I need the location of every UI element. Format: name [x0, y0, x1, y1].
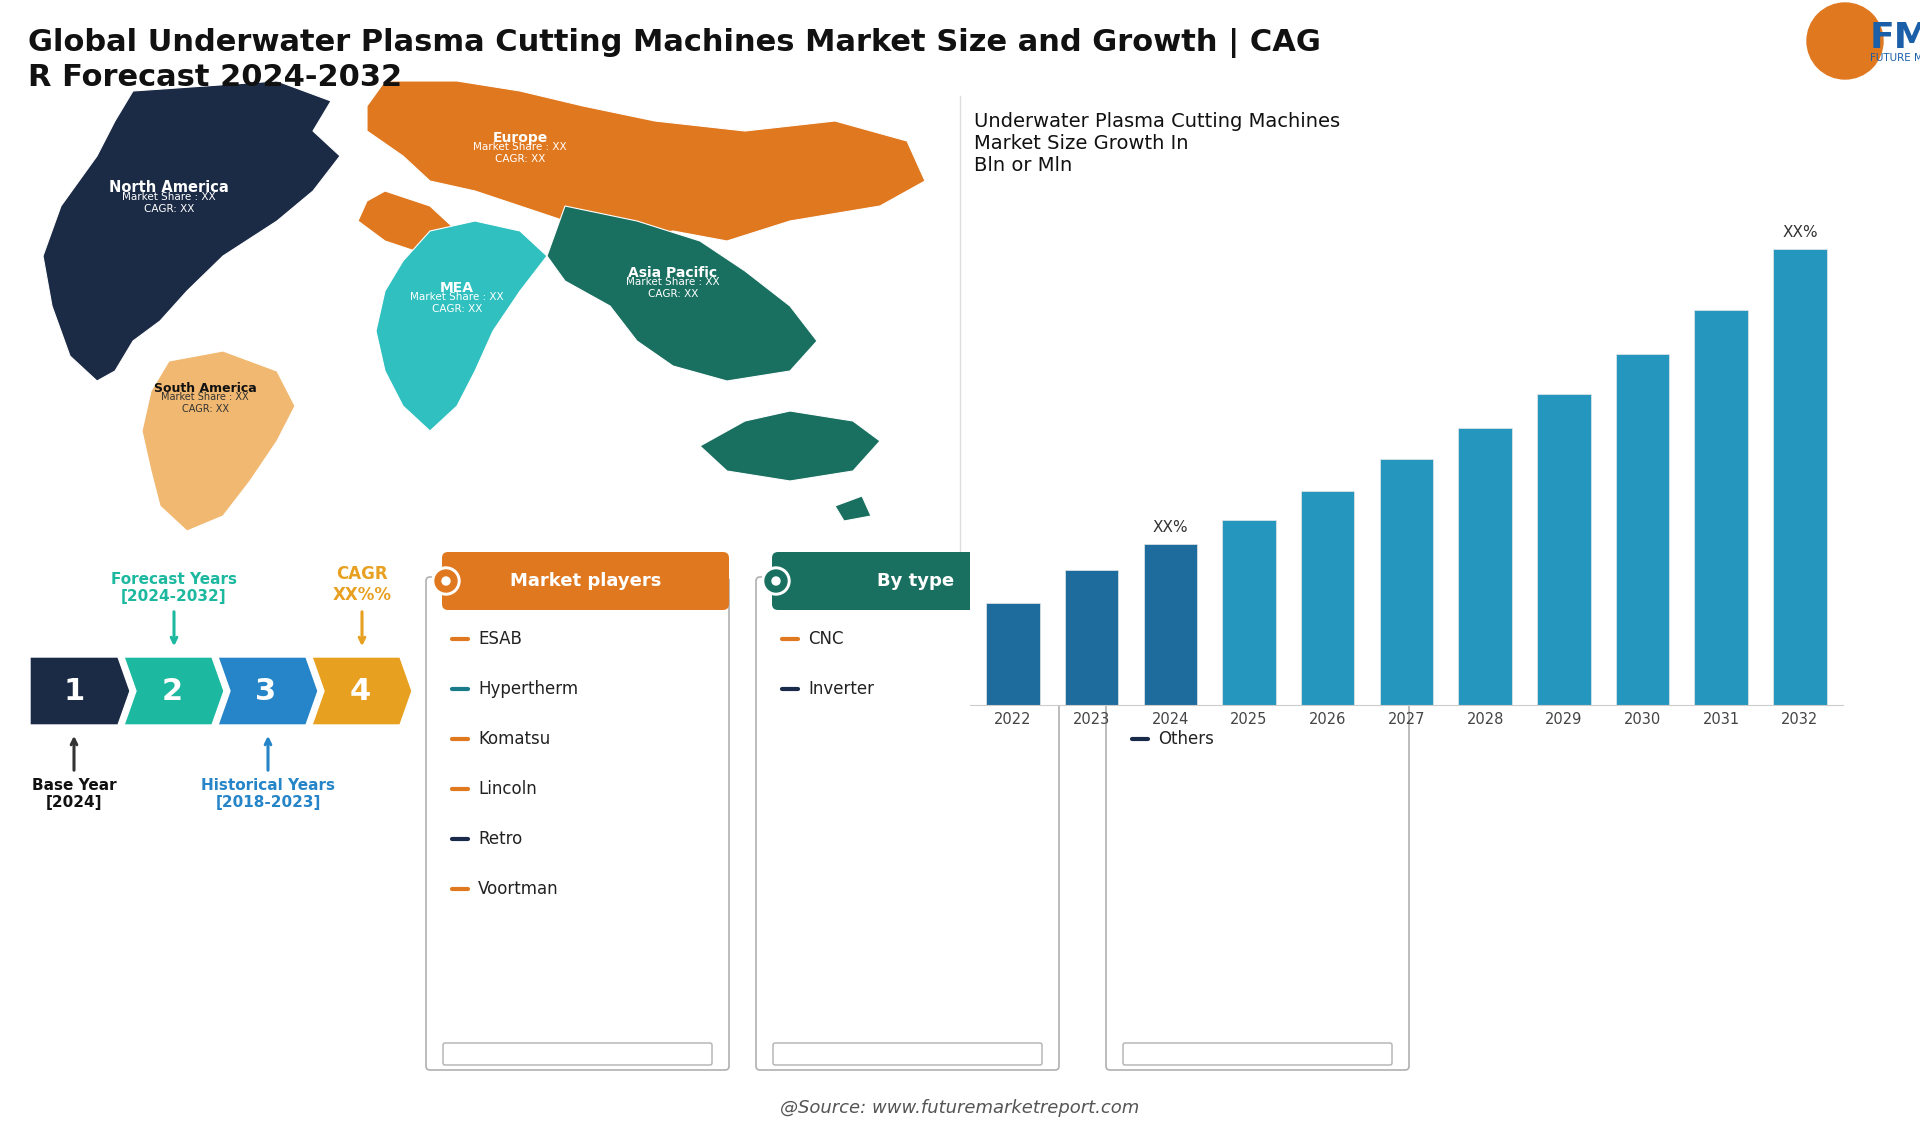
- Text: Market Share : XX
CAGR: XX: Market Share : XX CAGR: XX: [626, 277, 720, 299]
- Text: South America: South America: [154, 382, 257, 394]
- FancyBboxPatch shape: [772, 552, 1060, 610]
- Text: Inverter: Inverter: [808, 680, 874, 698]
- FancyBboxPatch shape: [756, 576, 1060, 1070]
- Polygon shape: [835, 496, 872, 521]
- Bar: [987, 603, 1039, 705]
- Text: Market Share : XX
CAGR: XX: Market Share : XX CAGR: XX: [411, 292, 503, 314]
- Bar: [1066, 571, 1117, 705]
- Text: @Source: www.futuremarketreport.com: @Source: www.futuremarketreport.com: [780, 1099, 1140, 1117]
- Bar: [1302, 492, 1354, 705]
- Bar: [1774, 249, 1826, 705]
- Text: R Forecast 2024-2032: R Forecast 2024-2032: [29, 63, 401, 92]
- Text: 2: 2: [161, 676, 182, 706]
- Circle shape: [764, 570, 787, 592]
- Text: Market Share : XX
CAGR: XX: Market Share : XX CAGR: XX: [472, 142, 566, 164]
- Polygon shape: [547, 206, 818, 380]
- Bar: [1538, 394, 1590, 705]
- Text: Voortman: Voortman: [478, 880, 559, 898]
- Polygon shape: [376, 221, 547, 431]
- Polygon shape: [219, 657, 319, 725]
- Text: By application: By application: [1194, 572, 1338, 590]
- Text: CNC: CNC: [808, 630, 843, 647]
- Polygon shape: [367, 81, 925, 241]
- Text: 3: 3: [255, 676, 276, 706]
- Circle shape: [762, 567, 789, 595]
- Text: XX%: XX%: [1152, 520, 1188, 535]
- Text: 1: 1: [63, 676, 84, 706]
- Bar: [1380, 458, 1432, 705]
- Text: Market Share : XX
CAGR: XX: Market Share : XX CAGR: XX: [161, 392, 250, 414]
- Bar: [1617, 354, 1668, 705]
- Text: Others: Others: [1158, 730, 1213, 748]
- Text: Underwater Plasma Cutting Machines
Market Size Growth In
Bln or Mln: Underwater Plasma Cutting Machines Marke…: [973, 112, 1340, 175]
- Text: Lincoln: Lincoln: [478, 780, 538, 798]
- Polygon shape: [42, 81, 340, 380]
- Text: FMR: FMR: [1870, 21, 1920, 55]
- Text: Komatsu: Komatsu: [478, 730, 551, 748]
- Polygon shape: [701, 411, 879, 481]
- Text: Base Year
[2024]: Base Year [2024]: [33, 778, 117, 810]
- Text: Global Underwater Plasma Cutting Machines Market Size and Growth | CAG: Global Underwater Plasma Cutting Machine…: [29, 28, 1321, 58]
- FancyBboxPatch shape: [1106, 576, 1409, 1070]
- Text: Hypertherm: Hypertherm: [478, 680, 578, 698]
- Text: XX%: XX%: [1782, 225, 1818, 240]
- Text: Metalwork: Metalwork: [1158, 680, 1244, 698]
- Text: 4: 4: [349, 676, 371, 706]
- Bar: [1223, 519, 1275, 705]
- FancyBboxPatch shape: [426, 576, 730, 1070]
- Circle shape: [442, 576, 449, 584]
- Bar: [1144, 544, 1196, 705]
- Bar: [1695, 311, 1747, 705]
- Text: Asia Pacific: Asia Pacific: [628, 266, 718, 280]
- Text: Forecast Years
[2024-2032]: Forecast Years [2024-2032]: [111, 572, 236, 604]
- Text: Market Share : XX
CAGR: XX: Market Share : XX CAGR: XX: [123, 193, 215, 214]
- Circle shape: [1112, 567, 1140, 595]
- Polygon shape: [142, 351, 296, 531]
- FancyBboxPatch shape: [442, 552, 730, 610]
- Polygon shape: [357, 191, 457, 256]
- Bar: [1459, 429, 1511, 705]
- Circle shape: [436, 570, 457, 592]
- Circle shape: [432, 567, 461, 595]
- Circle shape: [772, 576, 780, 584]
- Polygon shape: [31, 657, 131, 725]
- Text: CAGR
XX%%: CAGR XX%%: [332, 565, 392, 604]
- Circle shape: [1116, 570, 1137, 592]
- Text: Europe: Europe: [492, 131, 547, 146]
- Text: FUTURE MARKET REPORT: FUTURE MARKET REPORT: [1870, 53, 1920, 63]
- Text: HVAC: HVAC: [1158, 630, 1204, 647]
- Text: By type: By type: [877, 572, 954, 590]
- Text: Retro: Retro: [478, 830, 522, 848]
- Polygon shape: [125, 657, 225, 725]
- Text: MEA: MEA: [440, 281, 474, 295]
- Text: Historical Years
[2018-2023]: Historical Years [2018-2023]: [202, 778, 334, 810]
- Text: ESAB: ESAB: [478, 630, 522, 647]
- Polygon shape: [311, 657, 413, 725]
- Circle shape: [1121, 576, 1131, 584]
- FancyBboxPatch shape: [1121, 552, 1409, 610]
- Circle shape: [1807, 3, 1884, 79]
- Text: North America: North America: [109, 181, 228, 196]
- Text: Market players: Market players: [511, 572, 660, 590]
